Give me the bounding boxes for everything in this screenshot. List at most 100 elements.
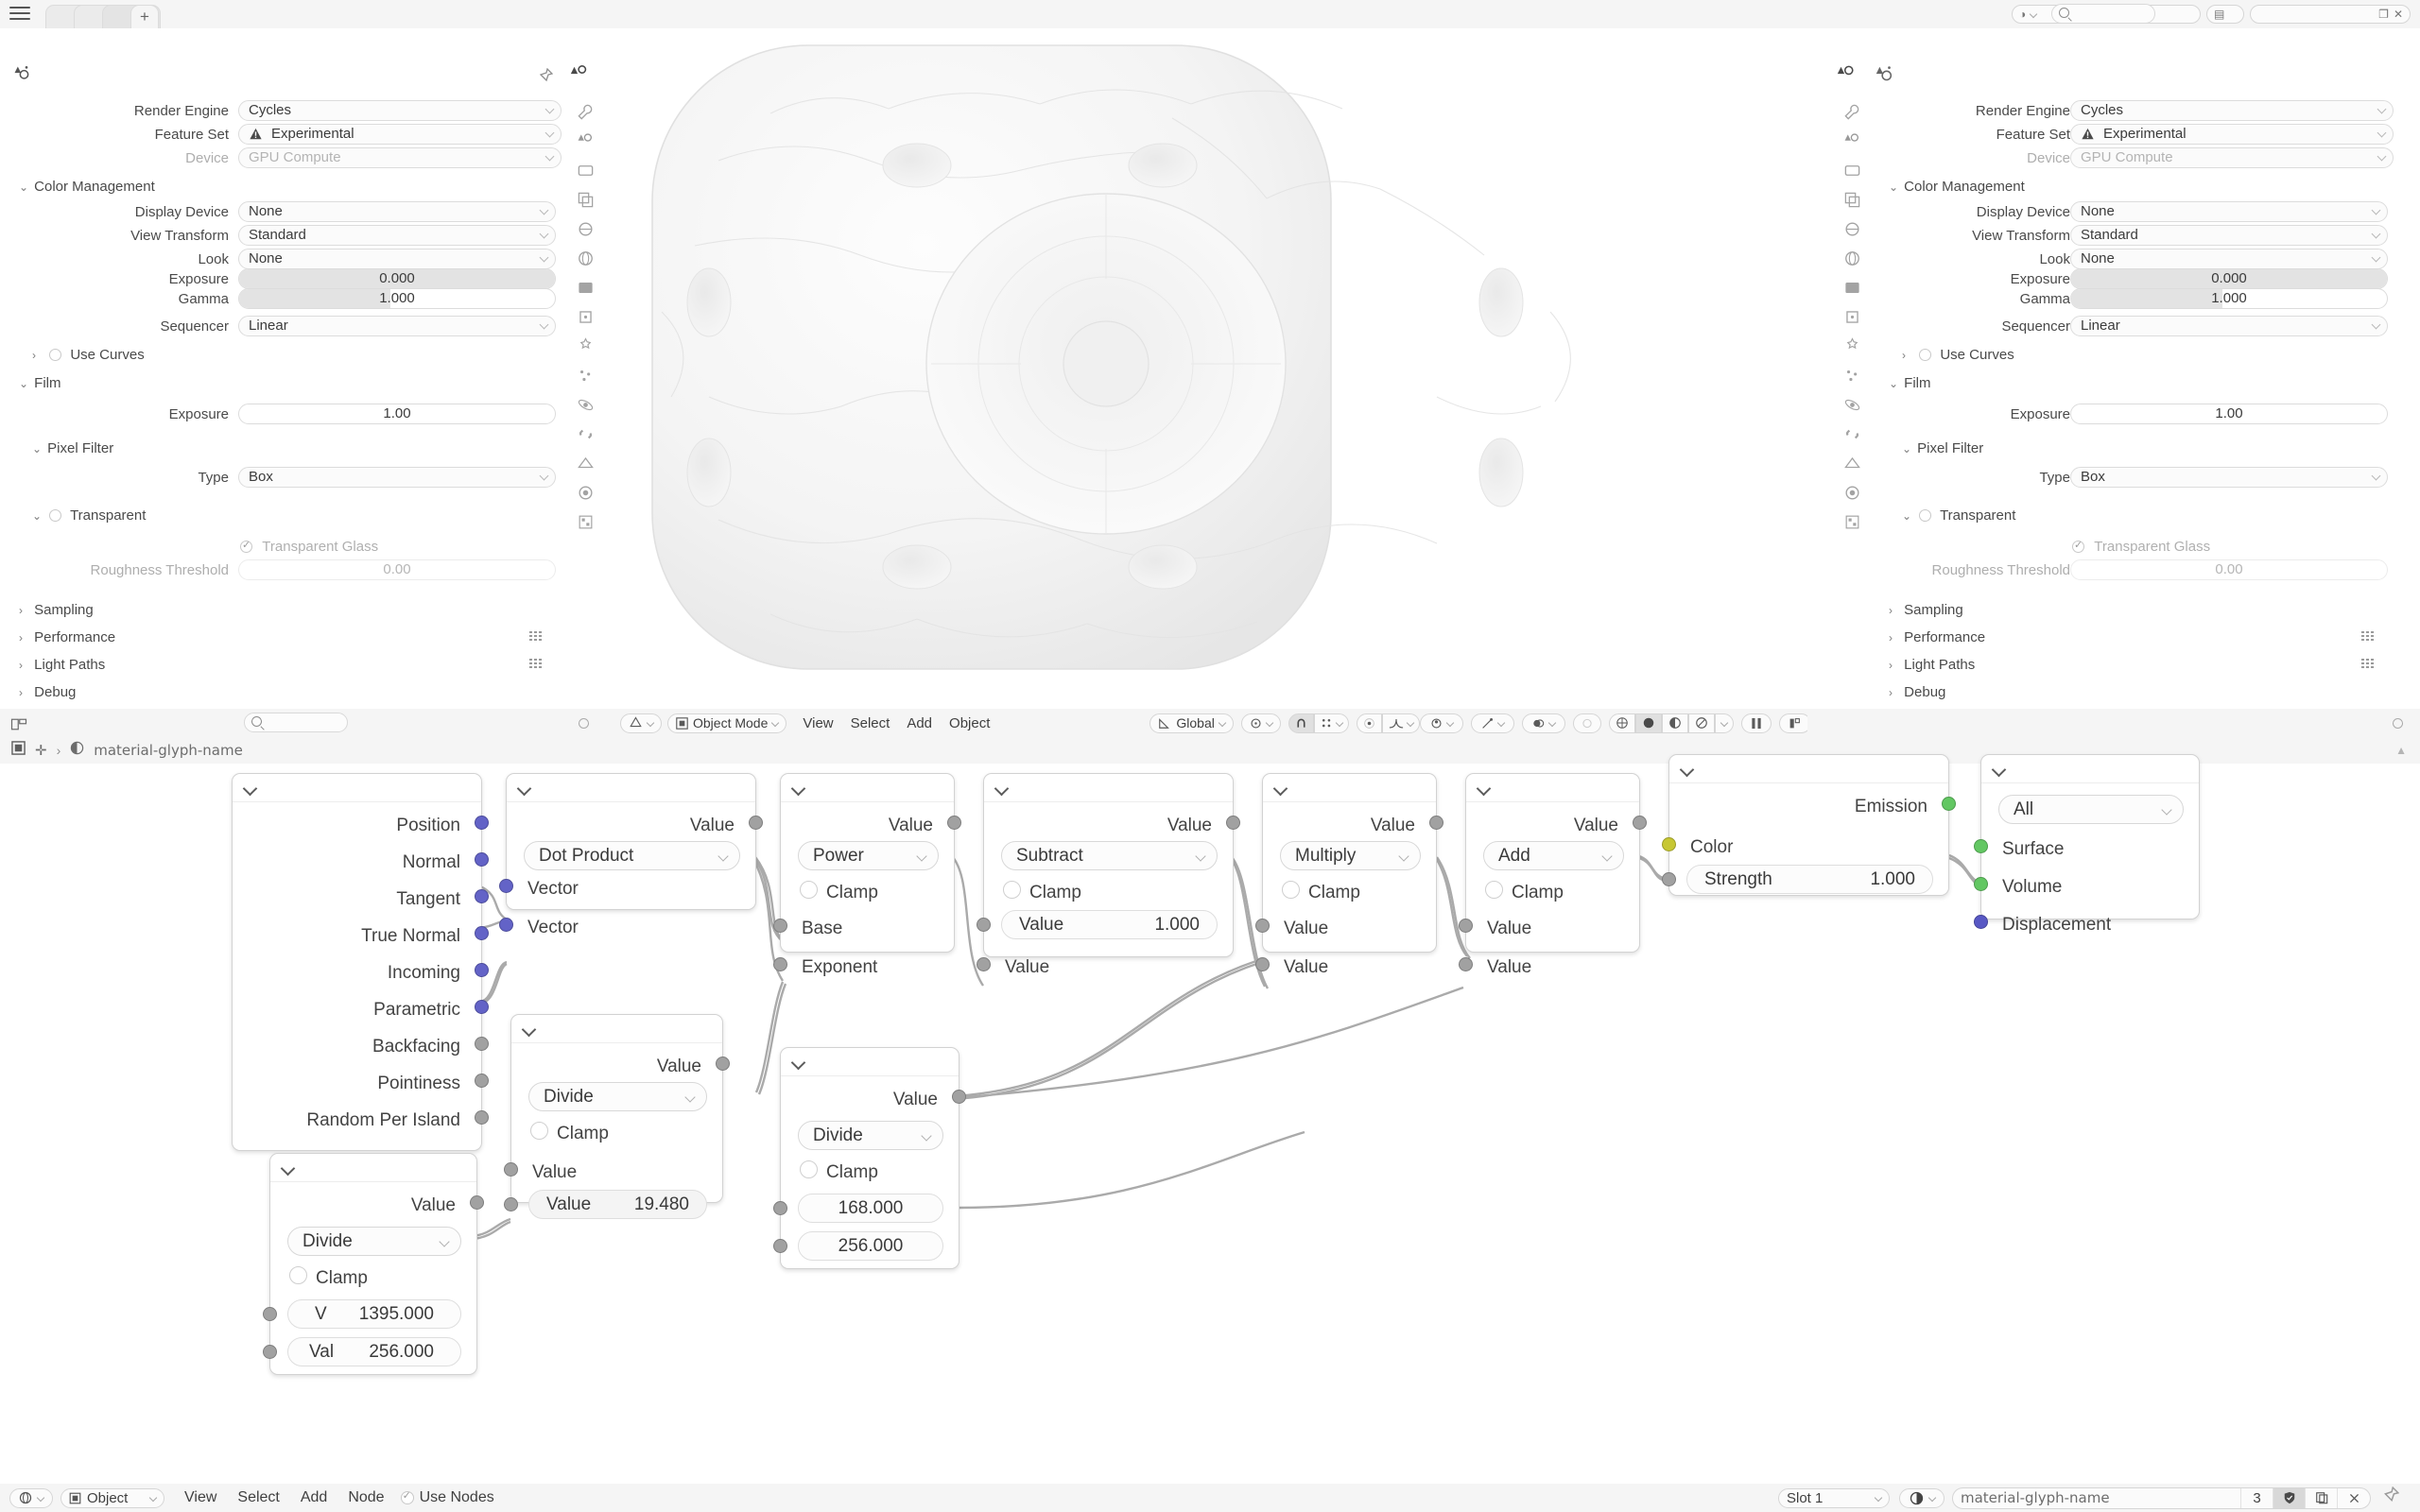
browse-material-icon[interactable] [1899, 1487, 1945, 1508]
math-power-clamp-checkbox[interactable] [800, 881, 818, 899]
plus-icon[interactable]: ✛ [35, 743, 47, 759]
cm-exposure-slider-r[interactable]: 0.000 [2070, 268, 2388, 289]
scroll-handle-right[interactable] [2393, 718, 2403, 729]
viewport-menu-add[interactable]: Add [907, 714, 933, 731]
node-math-divide-a[interactable]: Value Divide Clamp Value Value 19.480 [504, 1014, 730, 1219]
node-canvas[interactable]: Position Normal Tangent True Normal Inco… [0, 754, 2420, 1484]
properties-editor-type-icon[interactable] [11, 64, 32, 83]
section-light-paths[interactable]: › Light Paths [19, 657, 558, 674]
node-math-divide-b[interactable]: Value Divide Clamp 168.000 256.000 [773, 1047, 966, 1269]
math-add-clamp-checkbox[interactable] [1485, 881, 1503, 899]
properties-tab-modifier-r[interactable] [1838, 333, 1866, 359]
xray-icon[interactable] [1572, 713, 1601, 733]
properties-tab-physics[interactable] [571, 391, 599, 418]
math-add-operation-dropdown[interactable]: Add [1483, 841, 1624, 870]
math-divide-b-clamp-checkbox[interactable] [800, 1160, 818, 1178]
collapse-chevron-icon[interactable] [790, 1055, 806, 1071]
feature-set-dropdown[interactable]: Experimental [238, 124, 562, 145]
proportional-edit-icon[interactable] [1356, 713, 1382, 733]
node-emission-header[interactable] [1669, 755, 1948, 783]
interaction-mode-dropdown[interactable]: Object Mode [667, 713, 787, 733]
shader-node-editor[interactable]: ✛ › material-glyph-name ▲ [0, 737, 2420, 1484]
properties-tab-tool[interactable] [571, 98, 599, 125]
node-math-divide-b-header[interactable] [781, 1048, 959, 1076]
socket-subtract-value-out[interactable] [1226, 816, 1240, 830]
node-geometry[interactable]: Position Normal Tangent True Normal Inco… [232, 773, 489, 1151]
properties-render-icon-right[interactable] [1874, 64, 1894, 91]
socket-divide-a-in-1[interactable] [504, 1162, 518, 1177]
socket-multiply-value-out[interactable] [1429, 816, 1443, 830]
cm-exposure-slider[interactable]: 0.000 [238, 268, 556, 289]
visibility-dropdown[interactable] [1419, 713, 1463, 733]
socket-subtract-in-1[interactable] [977, 918, 991, 932]
socket-incoming[interactable] [475, 963, 489, 977]
math-divide-c-value-2[interactable]: Val 256.000 [287, 1337, 461, 1366]
section-sampling-r[interactable]: › Sampling [1889, 602, 1963, 618]
viewport-3d[interactable]: Object Mode View Select Add Object Globa… [605, 28, 1807, 737]
node-math-power-header[interactable] [781, 774, 954, 802]
node-math-power[interactable]: Value Power Clamp Base Exponent [773, 773, 961, 976]
properties-tab-scene[interactable] [571, 215, 599, 242]
socket-divide-b-in-2[interactable] [773, 1239, 787, 1253]
pixel-filter-type-dropdown[interactable]: Box [238, 467, 556, 488]
collapse-chevron-icon[interactable] [790, 781, 806, 797]
node-math-divide-a-header[interactable] [511, 1015, 722, 1043]
socket-true-normal[interactable] [475, 926, 489, 940]
properties-tab-texture[interactable] [571, 508, 599, 535]
pivot-point-dropdown[interactable] [1240, 713, 1281, 733]
node-math-subtract-header[interactable] [984, 774, 1233, 802]
device-dropdown[interactable]: GPU Compute [238, 147, 562, 168]
pin-id-icon[interactable] [538, 67, 554, 83]
properties-tab-particles-r[interactable] [1838, 362, 1866, 388]
socket-strength[interactable] [1662, 872, 1676, 886]
socket-add-in-2[interactable] [1459, 957, 1473, 971]
section-performance[interactable]: › Performance [19, 629, 558, 646]
display-device-dropdown-r[interactable]: None [2070, 201, 2388, 222]
section-pixel-filter[interactable]: ⌄ Pixel Filter [32, 440, 114, 456]
socket-add-value-out[interactable] [1633, 816, 1647, 830]
use-nodes-toggle[interactable]: Use Nodes [400, 1489, 494, 1506]
math-divide-b-value-1[interactable]: 168.000 [798, 1194, 943, 1223]
node-editor-scroll-indicator[interactable]: ▲ [2395, 744, 2407, 757]
roughness-threshold-slider-r[interactable]: 0.00 [2070, 559, 2388, 580]
render-engine-dropdown[interactable]: Cycles [238, 100, 562, 121]
properties-tab-collection-r[interactable] [1838, 274, 1866, 301]
section-transparent[interactable]: ⌄ Transparent [32, 507, 147, 524]
main-menu-icon[interactable] [9, 7, 30, 22]
viewlayer-icon-btn[interactable]: ▤ [2206, 5, 2244, 24]
socket-base[interactable] [773, 919, 787, 933]
sequencer-dropdown[interactable]: Linear [238, 316, 556, 336]
node-math-divide-c-header[interactable] [270, 1154, 476, 1182]
properties-tab-output-r[interactable] [1838, 157, 1866, 183]
socket-vector-2[interactable] [499, 918, 513, 932]
node-material-output[interactable]: All Surface Volume Displacement [1974, 754, 2200, 934]
properties-tab-render[interactable] [571, 128, 599, 154]
socket-divide-c-in-2[interactable] [263, 1345, 277, 1359]
vector-math-operation-dropdown[interactable]: Dot Product [524, 841, 740, 870]
transform-orientation-dropdown[interactable]: Global [1150, 713, 1234, 733]
shading-wireframe-icon[interactable] [1608, 713, 1635, 733]
socket-divide-a-in-2[interactable] [504, 1197, 518, 1211]
sequencer-dropdown-r[interactable]: Linear [2070, 316, 2388, 336]
node-vector-math-header[interactable] [507, 774, 755, 802]
socket-position[interactable] [475, 816, 489, 830]
socket-divide-c-out[interactable] [470, 1195, 484, 1210]
node-math-multiply-header[interactable] [1263, 774, 1436, 802]
properties-tab-scene-r[interactable] [1838, 215, 1866, 242]
socket-power-value-out[interactable] [947, 816, 961, 830]
socket-random-per-island[interactable] [475, 1110, 489, 1125]
snap-target-dropdown[interactable] [1313, 713, 1349, 733]
shading-solid-icon[interactable] [1634, 713, 1662, 733]
math-multiply-operation-dropdown[interactable]: Multiply [1280, 841, 1421, 870]
socket-multiply-in-1[interactable] [1255, 919, 1270, 933]
socket-divide-b-in-1[interactable] [773, 1201, 787, 1215]
math-subtract-value-field[interactable]: Value 1.000 [1001, 910, 1218, 939]
roughness-threshold-slider[interactable]: 0.00 [238, 559, 556, 580]
node-math-divide-c[interactable]: Value Divide Clamp V 1395.000 Val 256.00… [263, 1153, 484, 1375]
collapse-chevron-icon[interactable] [1272, 781, 1288, 797]
duplicate-icon[interactable] [2306, 1487, 2338, 1508]
viewport-options-icon[interactable] [1778, 713, 1807, 733]
properties-tab-texture-r[interactable] [1838, 508, 1866, 535]
scroll-handle[interactable] [579, 718, 589, 729]
properties-tab-physics-r[interactable] [1838, 391, 1866, 418]
